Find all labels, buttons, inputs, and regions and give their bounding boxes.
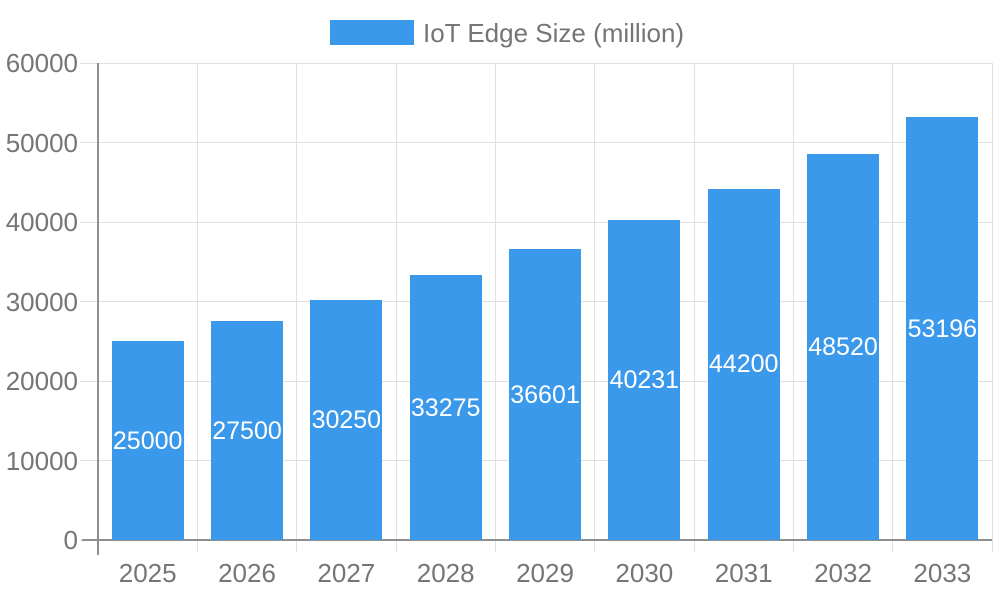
x-gridline [792,63,794,552]
bar[interactable] [807,154,879,540]
y-tick-label: 20000 [5,366,78,396]
y-tick-label: 10000 [5,445,78,476]
y-gridline [80,142,992,143]
x-tick-label: 2027 [317,558,376,588]
y-gridline [80,221,992,223]
x-tick-label: 2028 [416,558,475,588]
x-axis-line [82,539,992,541]
x-tick-label: 2030 [615,558,674,588]
x-tick-label: 2026 [218,558,276,588]
legend[interactable]: IoT Edge Size (million) [330,17,685,48]
x-tick-label: 2032 [814,558,872,588]
x-gridline [296,63,298,552]
bar[interactable] [211,321,283,540]
x-tick-label: 2029 [516,558,574,588]
y-tick-label: 60000 [5,48,78,78]
x-gridline [395,63,397,552]
y-gridline [80,62,992,64]
bar-value-label: 48520 [808,333,878,362]
bar-value-label: 33275 [410,393,481,422]
bar[interactable] [707,188,780,540]
x-gridline [892,63,894,552]
bar[interactable] [608,220,681,540]
bar[interactable] [509,249,581,540]
y-tick-label: 30000 [5,286,78,317]
legend-swatch [330,20,414,45]
y-tick-label: 40000 [5,207,78,237]
bar-value-label: 40231 [609,366,680,395]
bar-value-label: 44200 [708,350,779,379]
bar-value-label: 53196 [907,314,978,343]
x-tick-label: 2025 [118,558,177,588]
x-gridline [693,63,695,552]
y-tick-label: 0 [63,525,78,555]
bar[interactable] [906,117,979,540]
x-gridline [196,63,198,552]
y-tick-label: 50000 [5,127,78,158]
y-axis-line [97,63,99,555]
x-tick-label: 2033 [913,558,972,588]
bar-value-label: 25000 [112,426,183,455]
x-gridline [991,63,993,552]
bar[interactable] [111,341,184,540]
bar-value-label: 30250 [311,405,382,434]
bar-value-label: 36601 [510,380,580,409]
x-gridline [494,63,496,552]
bar[interactable] [310,299,383,540]
bar-value-label: 27500 [212,416,282,445]
legend-label: IoT Edge Size (million) [423,17,685,48]
bar[interactable] [409,275,482,540]
x-gridline [594,63,596,552]
x-tick-label: 2031 [714,558,773,588]
